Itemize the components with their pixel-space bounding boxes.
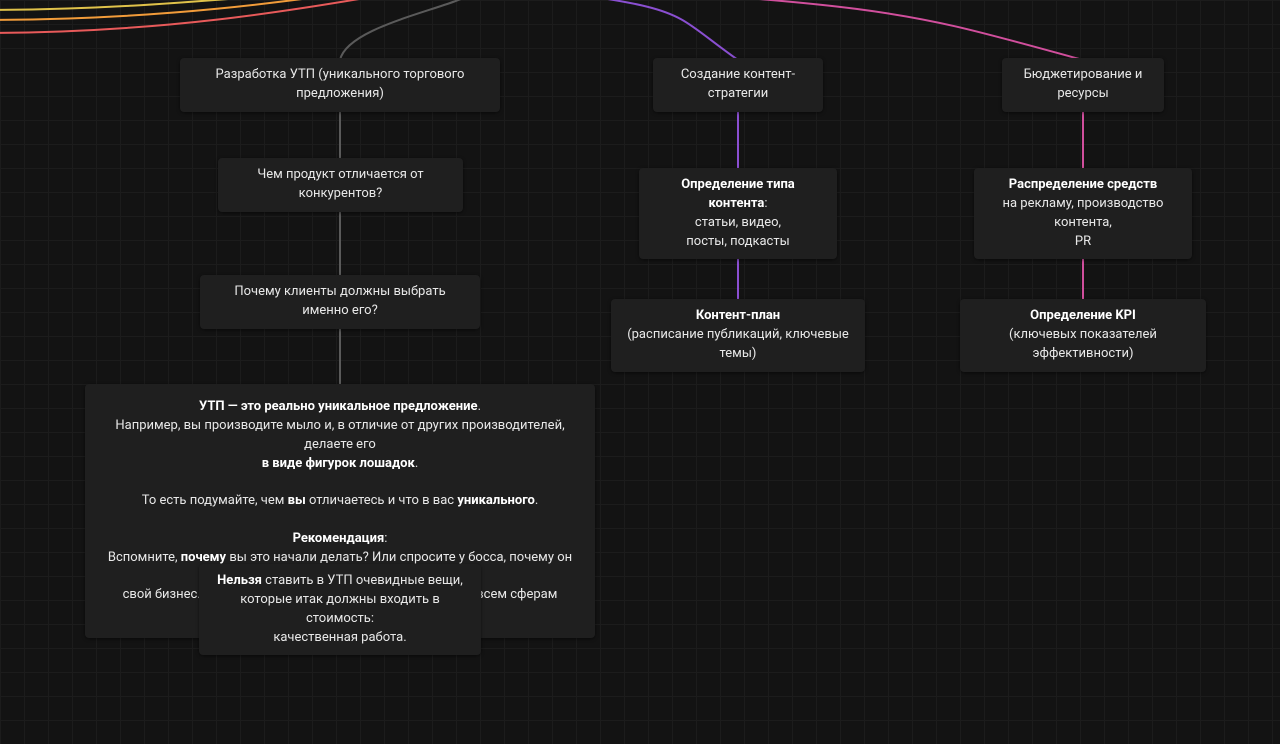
label: Бюджетирование и ресурсы bbox=[1024, 67, 1143, 101]
l4b: вы bbox=[288, 493, 306, 508]
w3: качественная работа. bbox=[273, 630, 406, 645]
node-budget-alloc[interactable]: Распределение средств на рекламу, произв… bbox=[974, 168, 1192, 259]
label: Создание контент-стратегии bbox=[681, 67, 795, 101]
subtitle: (расписание публикаций, ключевые темы) bbox=[627, 327, 849, 361]
l4c: отличаетесь и что в вас bbox=[306, 493, 458, 508]
title: Определение типа контента bbox=[681, 177, 795, 211]
subtitle: статьи, видео, посты, подкасты bbox=[686, 215, 789, 249]
node-content-type[interactable]: Определение типа контента: статьи, видео… bbox=[639, 168, 837, 259]
node-utp-root[interactable]: Разработка УТП (уникального торгового пр… bbox=[180, 58, 500, 112]
l3p: . bbox=[415, 456, 418, 471]
node-utp-q1[interactable]: Чем продукт отличается от конкурентов? bbox=[218, 158, 463, 212]
subtitle: на рекламу, производство контента, PR bbox=[1003, 196, 1164, 249]
w2: которые итак должны входить в стоимость: bbox=[240, 592, 440, 626]
l4e: . bbox=[535, 493, 538, 508]
l5: Рекомендация bbox=[293, 531, 385, 546]
subtitle: (ключевых показателей эффективности) bbox=[1009, 327, 1157, 361]
l4a: То есть подумайте, чем bbox=[142, 493, 288, 508]
l6a: Вспомните, bbox=[108, 550, 181, 565]
node-kpi[interactable]: Определение KPI (ключевых показателей эф… bbox=[960, 299, 1206, 372]
node-utp-q2[interactable]: Почему клиенты должны выбрать именно его… bbox=[200, 275, 480, 329]
colon: : bbox=[764, 196, 767, 211]
l2: Например, вы производите мыло и, в отлич… bbox=[115, 418, 564, 452]
title: Распределение средств bbox=[1009, 177, 1157, 192]
title: Определение KPI bbox=[1030, 308, 1136, 323]
l6b: почему bbox=[181, 550, 226, 565]
l3: в виде фигурок лошадок bbox=[262, 456, 415, 471]
label: Почему клиенты должны выбрать именно его… bbox=[234, 284, 445, 318]
node-content-root[interactable]: Создание контент-стратегии bbox=[653, 58, 823, 112]
label: Чем продукт отличается от конкурентов? bbox=[257, 167, 423, 201]
title: Контент-план bbox=[696, 308, 780, 323]
node-utp-warning[interactable]: Нельзя ставить в УТП очевидные вещи, кот… bbox=[199, 564, 481, 655]
l1p: . bbox=[478, 399, 481, 414]
l5p: : bbox=[384, 531, 387, 546]
node-budget-root[interactable]: Бюджетирование и ресурсы bbox=[1002, 58, 1164, 112]
w1b: ставить в УТП очевидные вещи, bbox=[262, 573, 463, 588]
w1a: Нельзя bbox=[217, 573, 262, 588]
l4d: уникального bbox=[457, 493, 535, 508]
l1: УТП — это реально уникальное предложение bbox=[199, 399, 478, 414]
label: Разработка УТП (уникального торгового пр… bbox=[216, 67, 465, 101]
node-content-plan[interactable]: Контент-план (расписание публикаций, клю… bbox=[611, 299, 865, 372]
